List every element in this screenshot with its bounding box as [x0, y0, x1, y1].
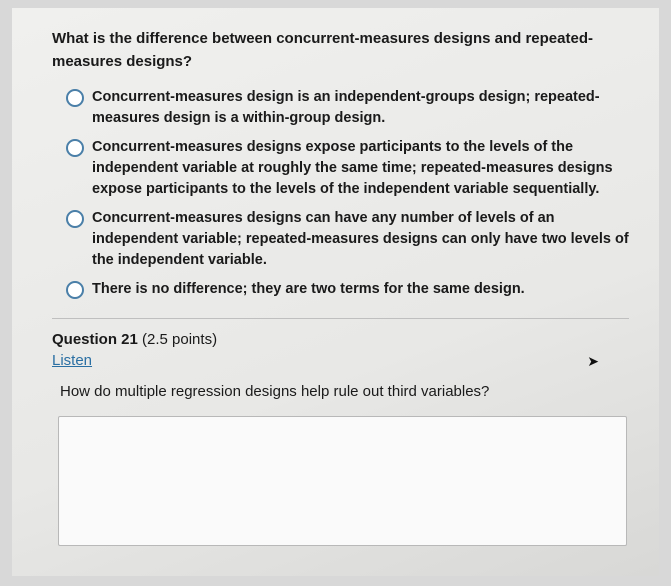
q1-option-1[interactable]: Concurrent-measures designs expose parti…: [66, 137, 629, 200]
q1-options: Concurrent-measures design is an indepen…: [52, 87, 629, 300]
question-label: Question 21: [52, 331, 138, 348]
option-text: Concurrent-measures designs can have any…: [92, 208, 629, 271]
radio-icon[interactable]: [66, 210, 84, 228]
quiz-page: What is the difference between concurren…: [12, 8, 659, 576]
q1-option-3[interactable]: There is no difference; they are two ter…: [66, 279, 629, 300]
q1-stem: What is the difference between concurren…: [52, 28, 629, 73]
listen-link[interactable]: Listen: [52, 352, 92, 369]
q2-stem: How do multiple regression designs help …: [60, 383, 629, 400]
radio-icon[interactable]: [66, 89, 84, 107]
option-text: Concurrent-measures design is an indepen…: [92, 87, 629, 129]
q1-option-2[interactable]: Concurrent-measures designs can have any…: [66, 208, 629, 271]
radio-icon[interactable]: [66, 281, 84, 299]
cursor-icon: ➤: [587, 353, 599, 370]
question-points: (2.5 points): [138, 331, 217, 348]
option-text: Concurrent-measures designs expose parti…: [92, 137, 629, 200]
question-number: 21: [121, 331, 138, 348]
q1-option-0[interactable]: Concurrent-measures design is an indepen…: [66, 87, 629, 129]
divider: [52, 318, 629, 319]
answer-textarea[interactable]: [58, 416, 627, 546]
radio-icon[interactable]: [66, 139, 84, 157]
option-text: There is no difference; they are two ter…: [92, 279, 525, 300]
question-prefix: Question: [52, 331, 121, 348]
q2-header: Question 21 (2.5 points): [52, 331, 629, 348]
